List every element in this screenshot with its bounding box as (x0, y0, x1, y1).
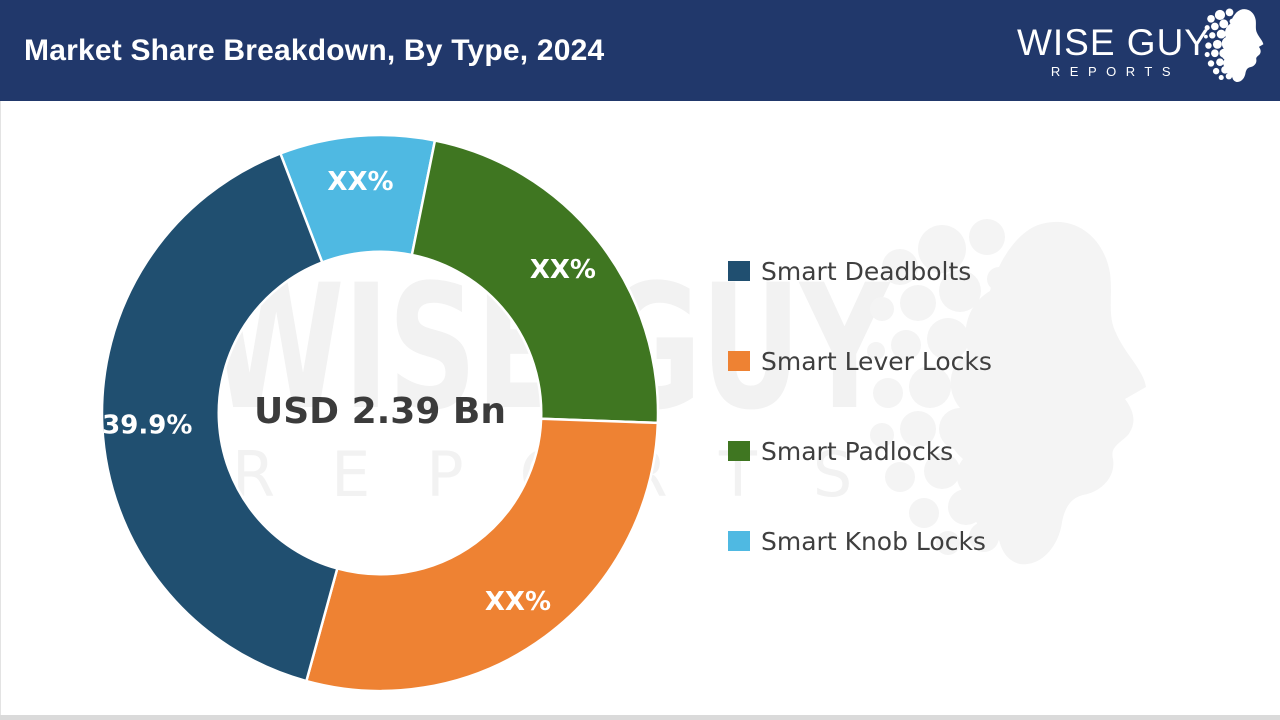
header-bar: Market Share Breakdown, By Type, 2024 WI… (0, 0, 1280, 101)
legend-item-smart-padlocks: Smart Padlocks (728, 435, 992, 467)
segment-label-smart-deadbolts: 39.9% (102, 411, 192, 441)
bottom-divider (0, 715, 1280, 720)
donut-segment-smart-lever-locks (305, 417, 660, 693)
segment-label-smart-lever-locks: XX% (485, 587, 551, 617)
page-title: Market Share Breakdown, By Type, 2024 (24, 33, 605, 67)
logo-face-icon (1203, 8, 1264, 83)
legend-label: Smart Lever Locks (761, 346, 992, 376)
logo-wordmark: WISE GUY (1016, 21, 1210, 63)
legend-item-smart-lever-locks: Smart Lever Locks (728, 345, 992, 377)
legend-swatch (728, 531, 750, 551)
wise-guy-logo: WISE GUY REPORTS (1017, 6, 1266, 89)
chart-center-value: USD 2.39 Bn (254, 391, 506, 432)
legend-item-smart-knob-locks: Smart Knob Locks (728, 525, 992, 557)
legend-item-smart-deadbolts: Smart Deadbolts (728, 255, 992, 287)
segment-label-smart-padlocks: XX% (530, 255, 596, 285)
legend: Smart Deadbolts Smart Lever Locks Smart Pa… (728, 255, 992, 615)
legend-label: Smart Deadbolts (761, 256, 972, 286)
donut-segment-smart-deadbolts (100, 152, 339, 683)
logo-reports-text: REPORTS (1050, 64, 1181, 80)
legend-label: Smart Padlocks (761, 436, 954, 466)
logo-text: WISE GUY REPORTS (1016, 21, 1210, 80)
legend-swatch (728, 441, 750, 461)
segment-label-smart-knob-locks: XX% (327, 167, 393, 197)
donut-chart: XX% XX% XX% 39.9% (100, 133, 660, 693)
donut-segment-smart-padlocks (410, 139, 660, 425)
legend-label: Smart Knob Locks (761, 526, 986, 556)
legend-swatch (728, 351, 750, 371)
legend-swatch (728, 261, 750, 281)
left-edge-divider (0, 101, 1, 715)
